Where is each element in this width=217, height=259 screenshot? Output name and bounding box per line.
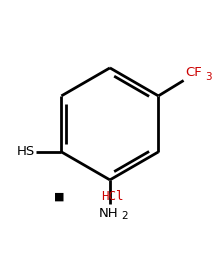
Text: ■: ■ — [54, 192, 64, 202]
Text: 2: 2 — [122, 211, 128, 221]
Text: HCl: HCl — [102, 190, 124, 203]
Text: CF: CF — [185, 66, 202, 79]
Text: HS: HS — [16, 145, 35, 159]
Text: 3: 3 — [205, 73, 212, 82]
Text: NH: NH — [99, 207, 118, 220]
